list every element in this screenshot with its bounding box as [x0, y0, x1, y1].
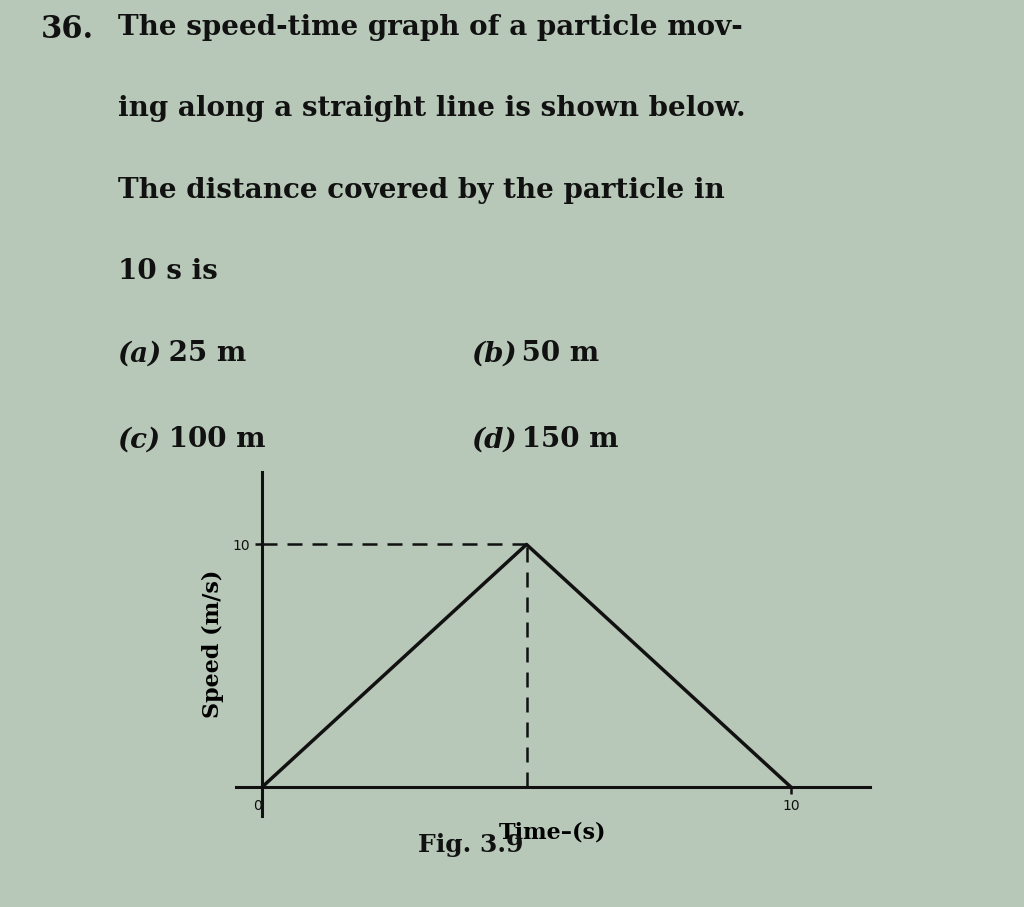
Text: The distance covered by the particle in: The distance covered by the particle in [118, 177, 725, 204]
Text: ing along a straight line is shown below.: ing along a straight line is shown below… [118, 95, 745, 122]
Text: 50 m: 50 m [512, 340, 599, 367]
Text: (a): (a) [118, 340, 162, 367]
Text: 100 m: 100 m [159, 426, 265, 454]
X-axis label: Time–(s): Time–(s) [500, 822, 606, 844]
Text: (c): (c) [118, 426, 161, 454]
Y-axis label: Speed (m/s): Speed (m/s) [202, 570, 224, 718]
Text: 150 m: 150 m [512, 426, 618, 454]
Text: Fig. 3.9: Fig. 3.9 [418, 834, 524, 857]
Text: 10 s is: 10 s is [118, 258, 217, 286]
Text: The speed-time graph of a particle mov-: The speed-time graph of a particle mov- [118, 14, 742, 41]
Text: 25 m: 25 m [159, 340, 246, 367]
Text: 36.: 36. [41, 14, 94, 44]
Text: (d): (d) [471, 426, 517, 454]
Text: (b): (b) [471, 340, 517, 367]
